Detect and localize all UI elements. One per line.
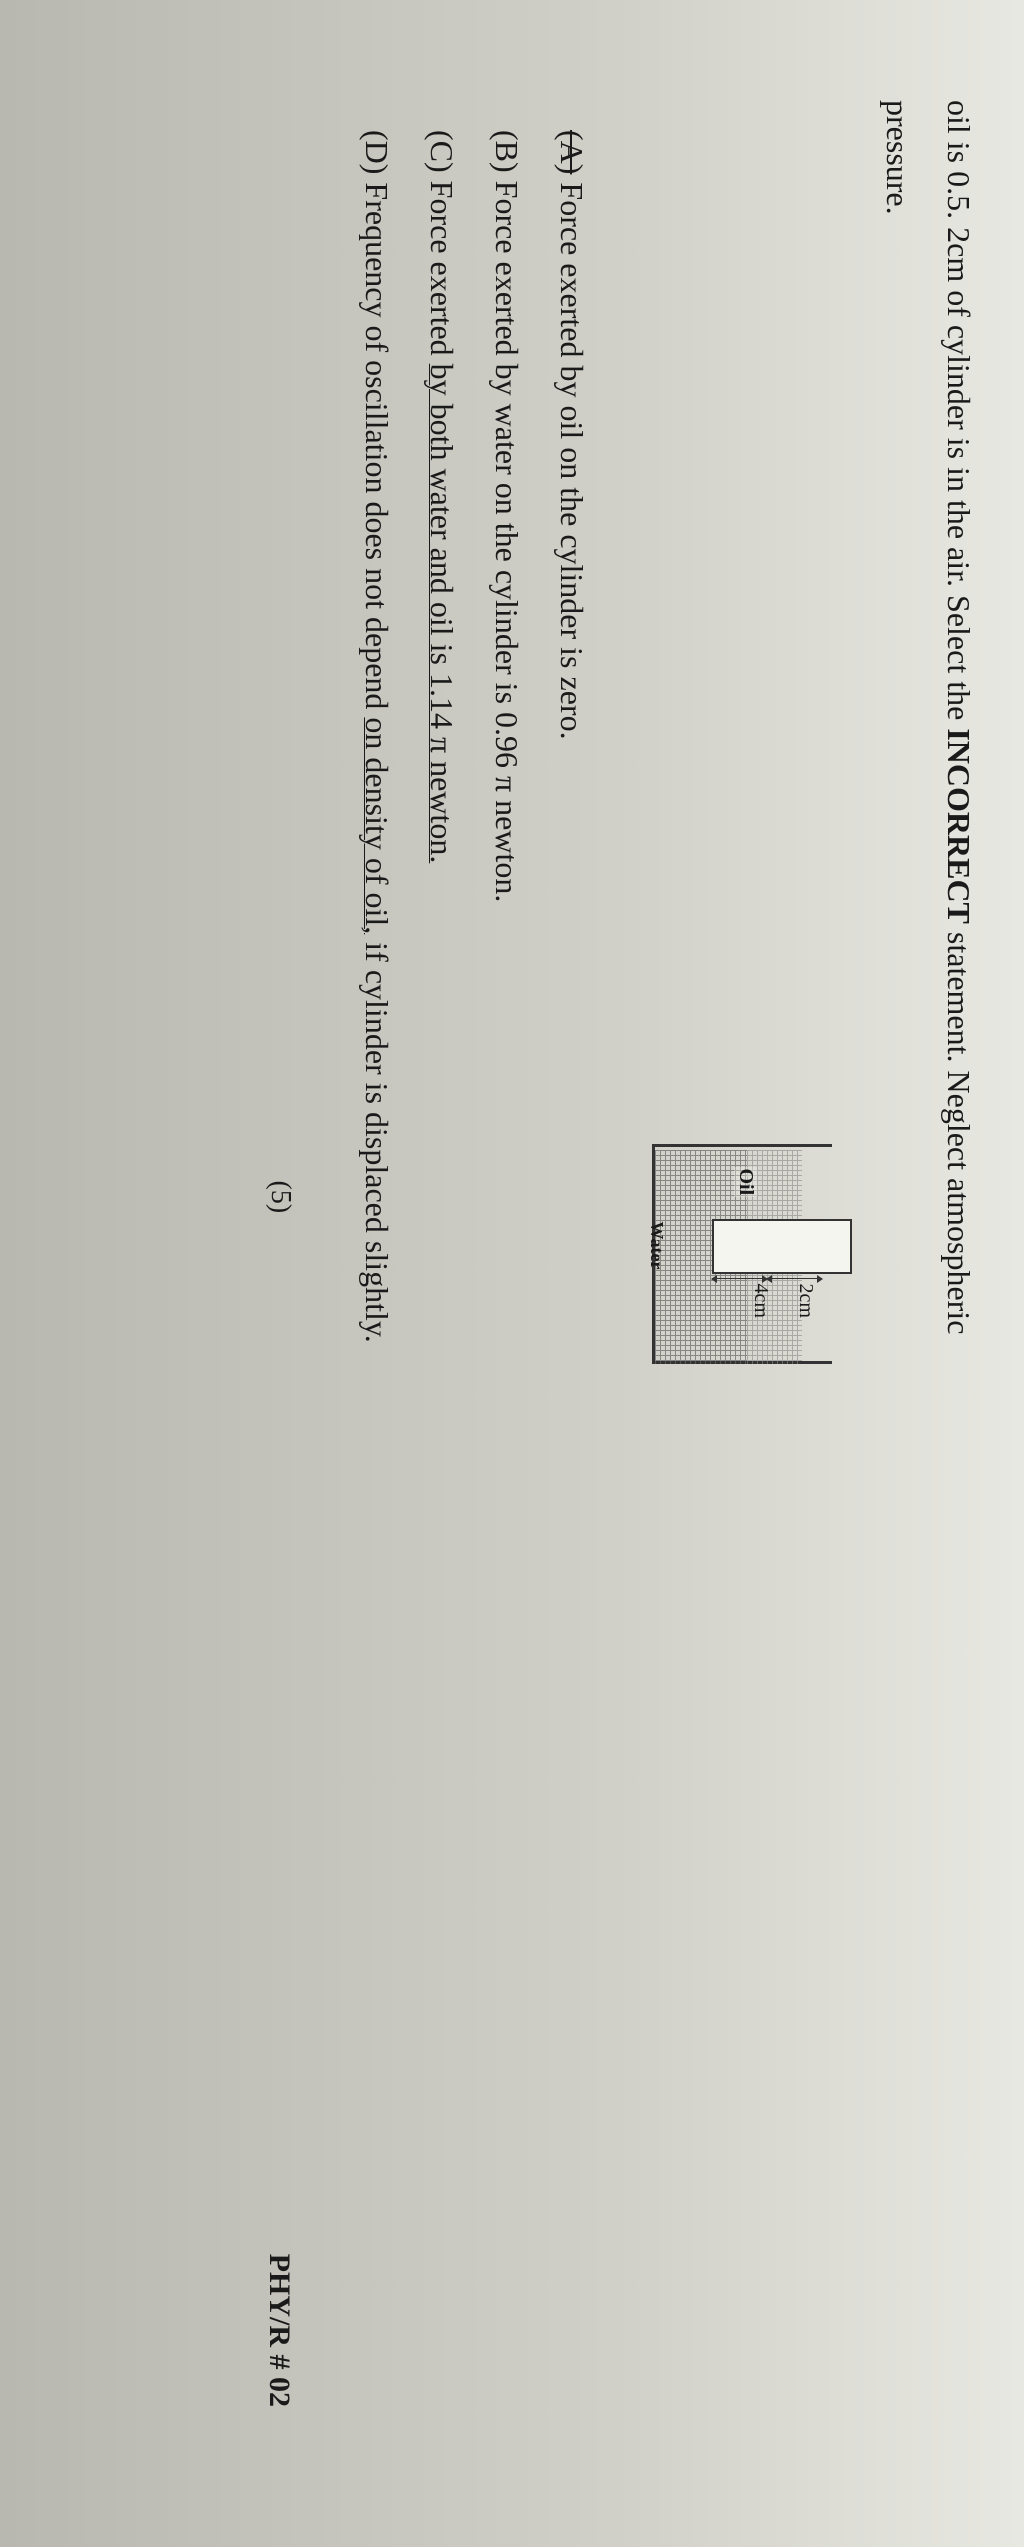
option-b-label: (B) [489, 130, 525, 173]
option-a-label: (A) [554, 130, 590, 174]
option-a-text: Force exerted by oil on the cylinder is … [554, 174, 590, 739]
question-line2: pressure. [872, 100, 923, 2447]
water-label: Water [646, 1222, 667, 1270]
option-d-underlined: on density of oil, [359, 717, 395, 934]
oil-label: Oil [734, 1167, 757, 1198]
dimension-arrow-top [767, 1277, 822, 1280]
option-d-text-1: Frequency of oscillation does not depend [359, 174, 395, 717]
question-stem: oil is 0.5. 2cm of cylinder is in the ai… [933, 100, 984, 2447]
option-b: (B) Force exerted by water on the cylind… [476, 130, 537, 2447]
option-c-underlined: by both water and oil is 1.14 π newton. [424, 364, 460, 864]
option-d-text-2: if cylinder is displaced slightly. [359, 934, 395, 1343]
option-c-label: (C) [424, 130, 460, 173]
diagram-container: Oil Water 2cm 4cm [632, 100, 852, 2447]
option-a: (A) Force exerted by oil on the cylinder… [541, 130, 602, 2447]
question-line1-start: oil is 0.5. 2cm of cylinder is in the ai… [941, 100, 977, 728]
dimension-4cm: 4cm [749, 1284, 772, 1318]
page-footer: (5) PHY/R # 02 [262, 100, 296, 2447]
incorrect-keyword: INCORRECT [941, 728, 977, 924]
floating-cylinder [712, 1219, 852, 1274]
dimension-2cm: 2cm [794, 1284, 817, 1318]
answer-options: ) (A) Force exerted by oil on the cylind… [346, 130, 601, 2447]
page-number: (5) [262, 1181, 296, 1214]
dimension-arrow-bottom [712, 1277, 767, 1280]
option-c-text-1: Force exerted [424, 173, 460, 364]
page-content: oil is 0.5. 2cm of cylinder is in the ai… [0, 0, 1024, 2547]
option-d: (D) Frequency of oscillation does not de… [346, 130, 407, 2447]
option-d-label: (D) [359, 130, 395, 174]
option-b-text: Force exerted by water on the cylinder i… [489, 173, 525, 903]
option-c: (C) Force exerted by both water and oil … [411, 130, 472, 2447]
question-line1-end: statement. Neglect atmospheric [941, 924, 977, 1335]
cylinder-diagram: Oil Water 2cm 4cm [632, 1134, 852, 1414]
footer-code: PHY/R # 02 [262, 2254, 296, 2407]
